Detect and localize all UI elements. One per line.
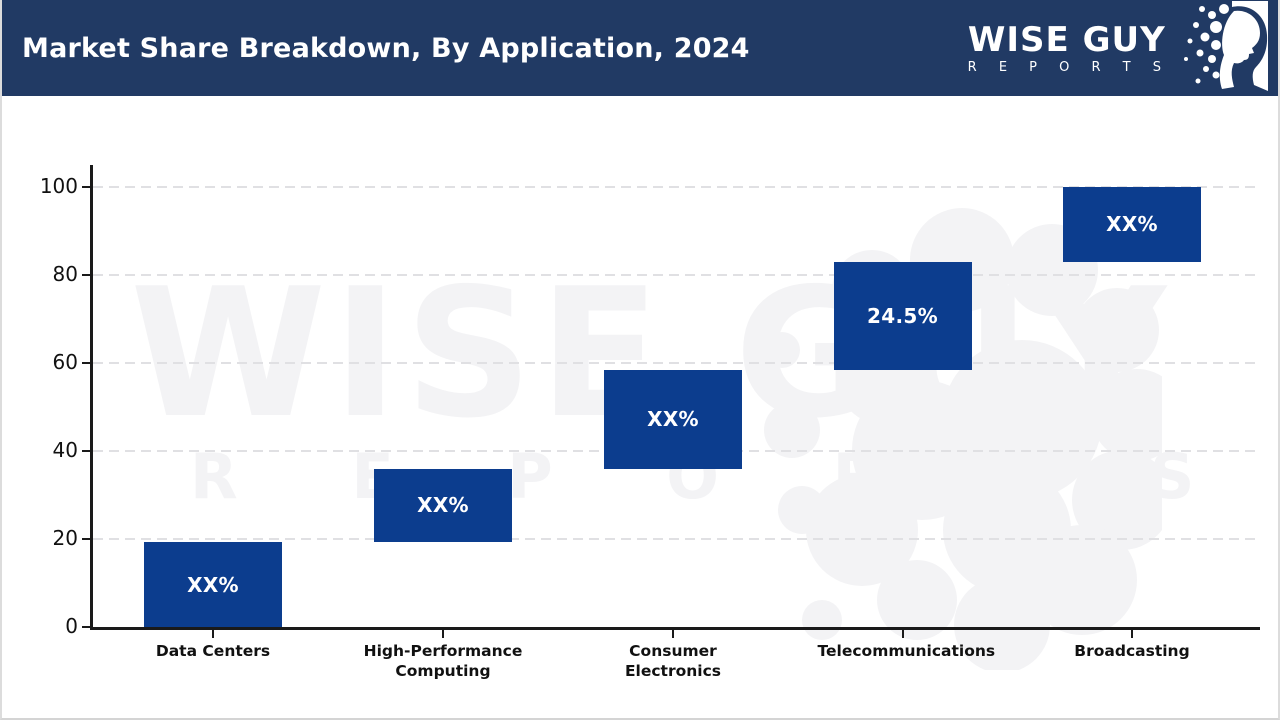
bar-value-label: XX%: [417, 493, 469, 518]
y-tick-label: 40: [52, 438, 78, 462]
y-tick-label: 100: [39, 174, 78, 198]
header: Market Share Breakdown, By Application, …: [2, 0, 1278, 96]
logo-wordmark-text: WISE GUY: [967, 19, 1166, 60]
x-tick-mark: [212, 629, 214, 638]
x-axis-label: High-Performance Computing: [363, 642, 523, 681]
bar-telecommunications: 24.5%: [833, 261, 972, 370]
bar-high-performance-computing: XX%: [374, 468, 512, 543]
chart-area: 0 20 40 60 80 100 XX% Data Centers XX% High-Perfo…: [2, 96, 1278, 718]
wise-guy-logo: WISE GUY R E P O R T S: [964, 1, 1268, 95]
x-axis-label: Consumer Electronics: [624, 642, 722, 681]
logo-head-icon: [1172, 1, 1268, 95]
bar-value-label: XX%: [187, 572, 239, 597]
gridline-60: [93, 362, 1260, 364]
x-tick-mark: [1131, 629, 1133, 638]
x-tick-mark: [672, 629, 674, 638]
y-axis: [90, 165, 93, 629]
bar-broadcasting: XX%: [1063, 187, 1201, 262]
bar-value-label: 24.5%: [867, 303, 938, 328]
x-axis-label: Broadcasting: [1074, 642, 1190, 660]
bar-data-centers: XX%: [144, 542, 282, 627]
gridline-100: [93, 186, 1260, 188]
logo-reports-text: R E P O R T S: [967, 59, 1170, 75]
y-tick-mark: [82, 626, 91, 628]
y-tick-label: 60: [52, 350, 78, 374]
gridline-20: [93, 538, 1260, 540]
y-tick-mark: [82, 186, 91, 188]
y-tick-label: 20: [52, 526, 78, 550]
x-axis-label: Data Centers: [155, 642, 271, 660]
y-tick-mark: [82, 274, 91, 276]
y-tick-mark: [82, 450, 91, 452]
y-tick-mark: [82, 362, 91, 364]
x-tick-mark: [442, 629, 444, 638]
y-tick-mark: [82, 538, 91, 540]
y-tick-label: 0: [65, 614, 78, 638]
x-axis: [90, 627, 1260, 630]
logo-wordmark: WISE GUY R E P O R T S: [964, 23, 1170, 74]
page-title: Market Share Breakdown, By Application, …: [22, 32, 750, 64]
x-tick-mark: [901, 629, 904, 638]
bar-value-label: XX%: [1106, 212, 1158, 237]
x-axis-label: Telecommunications: [817, 642, 996, 660]
gridline-80: [93, 274, 1260, 276]
bar-consumer-electronics: XX%: [604, 369, 742, 469]
y-tick-label: 80: [52, 262, 78, 286]
bar-value-label: XX%: [647, 407, 699, 432]
